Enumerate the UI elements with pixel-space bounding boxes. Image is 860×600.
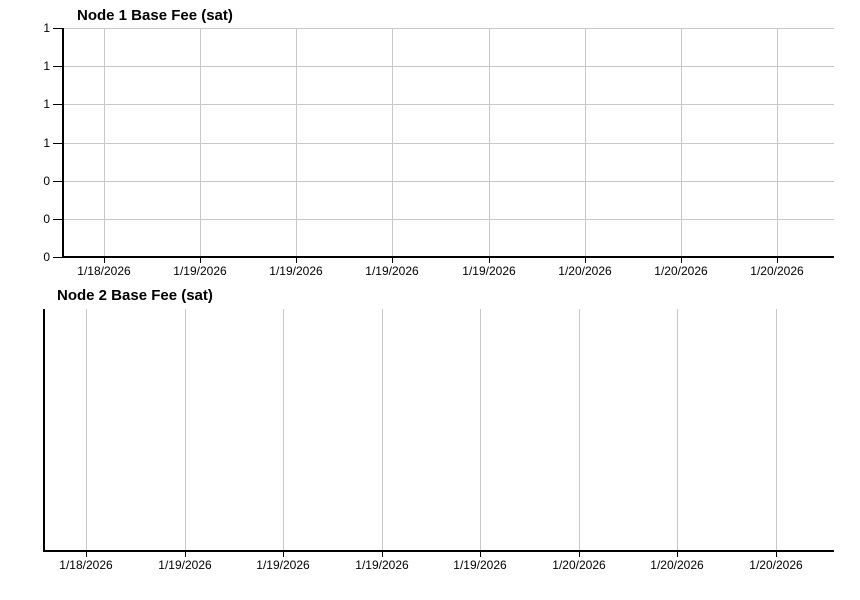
y-axis-tick <box>53 181 62 182</box>
y-axis-tick-label: 0 <box>43 174 50 188</box>
x-axis-tick <box>185 552 186 557</box>
gridline-vertical <box>86 309 87 551</box>
x-axis-tick-label: 1/18/2026 <box>77 264 131 278</box>
gridline-horizontal <box>62 66 834 67</box>
x-axis-tick <box>777 258 778 263</box>
y-axis-tick <box>53 104 62 105</box>
gridline-horizontal <box>62 219 834 220</box>
gridline-vertical <box>579 309 580 551</box>
gridline-vertical <box>382 309 383 551</box>
gridline-vertical <box>283 309 284 551</box>
x-axis-tick <box>296 258 297 263</box>
x-axis-tick-label: 1/19/2026 <box>256 558 310 572</box>
x-axis-tick <box>392 258 393 263</box>
gridline-vertical <box>200 28 201 257</box>
y-axis-tick-label: 1 <box>43 136 50 150</box>
gridline-vertical <box>489 28 490 257</box>
gridline-horizontal <box>62 181 834 182</box>
x-axis-tick-label: 1/19/2026 <box>453 558 507 572</box>
gridline-horizontal <box>62 28 834 29</box>
chart-title: Node 1 Base Fee (sat) <box>77 7 233 24</box>
gridline-vertical <box>776 309 777 551</box>
gridline-vertical <box>296 28 297 257</box>
y-axis-line <box>43 309 45 551</box>
x-axis-tick <box>86 552 87 557</box>
gridline-vertical <box>392 28 393 257</box>
x-axis-tick-label: 1/20/2026 <box>558 264 612 278</box>
x-axis-tick-label: 1/19/2026 <box>462 264 516 278</box>
x-axis-tick <box>104 258 105 263</box>
gridline-vertical <box>777 28 778 257</box>
x-axis-tick <box>382 552 383 557</box>
gridline-vertical <box>585 28 586 257</box>
gridline-horizontal <box>62 143 834 144</box>
x-axis-tick-label: 1/19/2026 <box>365 264 419 278</box>
x-axis-tick <box>776 552 777 557</box>
x-axis-line <box>43 550 834 552</box>
x-axis-tick-label: 1/20/2026 <box>654 264 708 278</box>
x-axis-tick <box>681 258 682 263</box>
gridline-vertical <box>104 28 105 257</box>
gridline-vertical <box>681 28 682 257</box>
gridline-vertical <box>677 309 678 551</box>
x-axis-tick-label: 1/20/2026 <box>749 558 803 572</box>
gridline-vertical <box>185 309 186 551</box>
x-axis-tick-label: 1/20/2026 <box>750 264 804 278</box>
x-axis-tick <box>489 258 490 263</box>
y-axis-tick <box>53 28 62 29</box>
x-axis-line <box>62 256 834 258</box>
x-axis-tick-label: 1/19/2026 <box>158 558 212 572</box>
chart-node-2-base-fee: Node 2 Base Fee (sat) 1/18/2026 1/19/2026… <box>0 285 860 600</box>
x-axis-tick <box>200 258 201 263</box>
y-axis-tick-label: 0 <box>43 212 50 226</box>
x-axis-tick <box>585 258 586 263</box>
y-axis-tick-label: 0 <box>43 250 50 264</box>
y-axis-tick <box>53 257 62 258</box>
x-axis-tick-label: 1/19/2026 <box>173 264 227 278</box>
y-axis-tick-label: 1 <box>43 59 50 73</box>
x-axis-tick <box>480 552 481 557</box>
x-axis-tick-label: 1/20/2026 <box>650 558 704 572</box>
y-axis-tick <box>53 143 62 144</box>
x-axis-tick-label: 1/19/2026 <box>355 558 409 572</box>
y-axis-tick <box>53 66 62 67</box>
x-axis-tick-label: 1/20/2026 <box>552 558 606 572</box>
chart-node-1-base-fee: Node 1 Base Fee (sat) 1 1 1 1 0 0 0 1/18/2026 1/… <box>0 0 860 285</box>
gridline-horizontal <box>62 104 834 105</box>
chart-title: Node 2 Base Fee (sat) <box>57 287 213 304</box>
x-axis-tick <box>677 552 678 557</box>
y-axis-tick <box>53 219 62 220</box>
y-axis-line <box>62 28 64 257</box>
x-axis-tick <box>579 552 580 557</box>
x-axis-tick <box>283 552 284 557</box>
x-axis-tick-label: 1/19/2026 <box>269 264 323 278</box>
y-axis-tick-label: 1 <box>43 97 50 111</box>
x-axis-tick-label: 1/18/2026 <box>59 558 113 572</box>
y-axis-tick-label: 1 <box>43 21 50 35</box>
gridline-vertical <box>480 309 481 551</box>
